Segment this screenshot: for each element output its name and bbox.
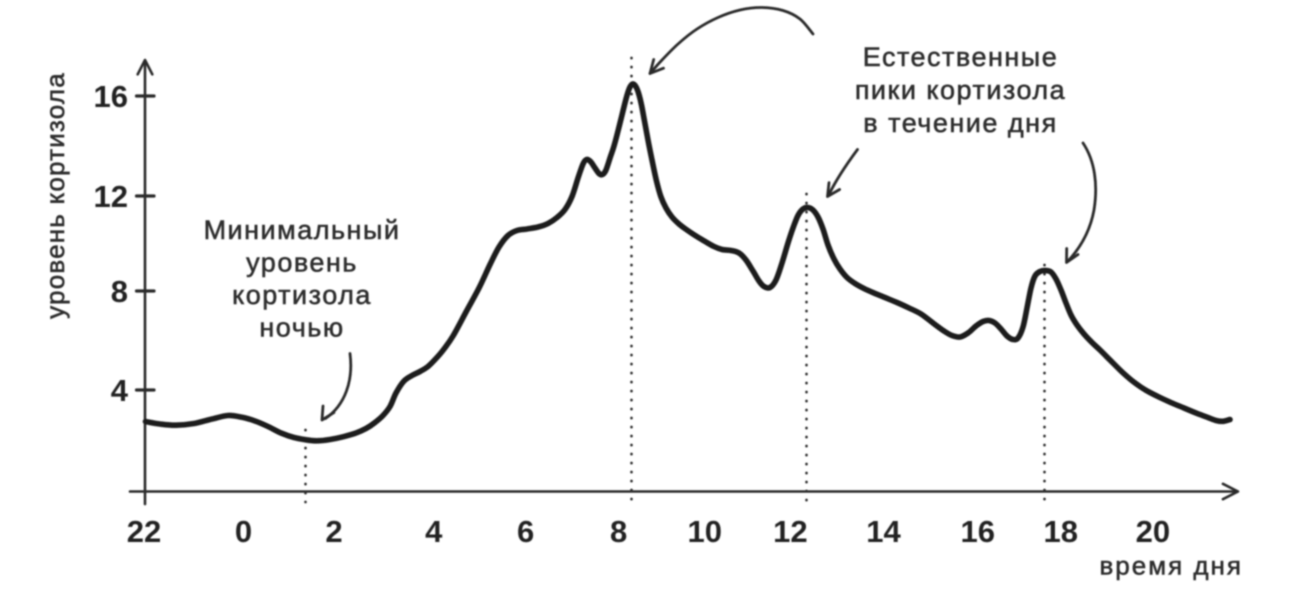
svg-text:0: 0: [235, 514, 252, 549]
svg-text:6: 6: [517, 514, 534, 549]
svg-text:12: 12: [773, 514, 807, 549]
svg-text:уровень кортизола: уровень кортизола: [40, 72, 70, 319]
svg-text:в течение дня: в течение дня: [863, 108, 1057, 138]
svg-text:20: 20: [1136, 514, 1170, 549]
svg-text:18: 18: [1043, 514, 1077, 549]
svg-text:10: 10: [688, 514, 722, 549]
svg-text:время дня: время дня: [1099, 551, 1243, 581]
svg-text:16: 16: [94, 79, 128, 114]
svg-text:уровень: уровень: [246, 248, 358, 278]
svg-text:кортизола: кортизола: [232, 280, 372, 310]
svg-text:8: 8: [610, 514, 627, 549]
svg-text:4: 4: [425, 514, 443, 549]
svg-text:14: 14: [866, 514, 901, 549]
svg-text:Минимальный: Минимальный: [204, 215, 401, 245]
svg-text:22: 22: [127, 514, 161, 549]
svg-text:ночью: ночью: [259, 312, 344, 342]
svg-text:8: 8: [111, 274, 128, 309]
svg-text:4: 4: [111, 373, 129, 408]
svg-text:Естественные: Естественные: [863, 42, 1058, 72]
svg-text:16: 16: [960, 514, 994, 549]
svg-text:12: 12: [94, 179, 128, 214]
svg-text:пики кортизола: пики кортизола: [855, 75, 1066, 105]
svg-text:2: 2: [325, 514, 342, 549]
